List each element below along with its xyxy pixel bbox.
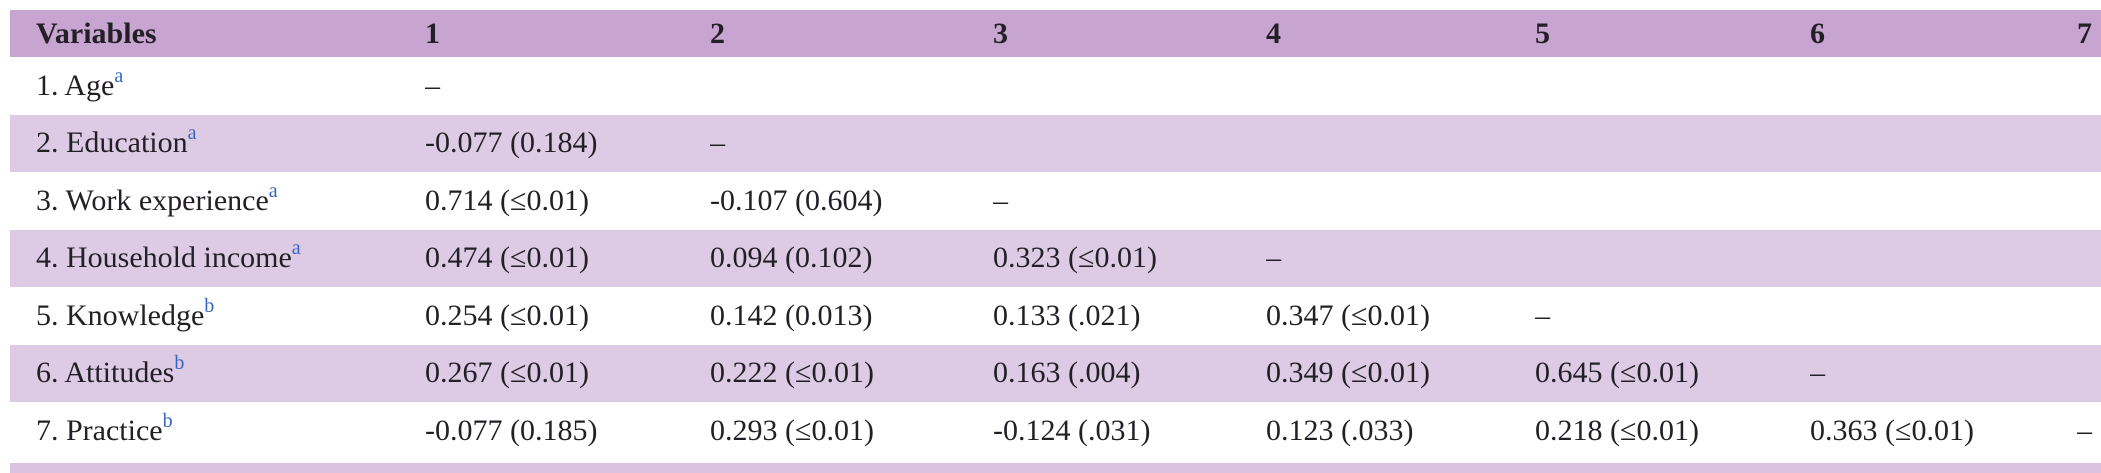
- header-cell-1: 1: [425, 10, 710, 57]
- row-label-knowledge: 5. Knowledgeb: [10, 287, 425, 345]
- correlation-cell: 0.714 (≤0.01): [425, 183, 589, 217]
- footnote-marker: b: [204, 294, 215, 317]
- correlation-cell: [993, 114, 1266, 172]
- correlation-cell: –: [1266, 229, 1535, 287]
- correlation-cell: –: [993, 183, 1008, 217]
- row-label-age: 1. Agea: [10, 57, 425, 115]
- correlation-cell: 0.349 (≤0.01): [1266, 344, 1535, 402]
- correlation-table: Variables 1 2 3 4 5 6 7 1. Agea – 2. Edu…: [10, 10, 2101, 460]
- correlation-cell: [2077, 57, 2101, 115]
- row-label-text: 4. Household income: [36, 241, 292, 275]
- header-cell-5: 5: [1535, 10, 1810, 57]
- correlation-cell: 0.293 (≤0.01): [710, 413, 874, 447]
- footnote-marker: a: [268, 179, 278, 202]
- correlation-cell: [993, 57, 1266, 115]
- correlation-cell: [1535, 57, 1810, 115]
- correlation-cell: [2077, 114, 2101, 172]
- header-row: Variables 1 2 3 4 5 6 7: [10, 10, 2101, 57]
- correlation-cell: 0.123 (.033): [1266, 413, 1414, 447]
- footnote-marker: b: [162, 409, 173, 432]
- table-row-household-income: 4. Household incomea 0.474 (≤0.01) 0.094…: [10, 229, 2101, 287]
- header-cell-3: 3: [993, 10, 1266, 57]
- row-label-practice: 7. Practiceb: [10, 402, 425, 460]
- correlation-cell: [1535, 229, 1810, 287]
- correlation-cell: [1810, 114, 2077, 172]
- correlation-cell: 0.474 (≤0.01): [425, 229, 710, 287]
- correlation-cell: [1535, 114, 1810, 172]
- correlation-cell: [1810, 287, 2077, 345]
- footnote-marker: a: [187, 122, 197, 145]
- correlation-cell: –: [710, 114, 993, 172]
- correlation-cell: -0.107 (0.604): [710, 183, 883, 217]
- correlation-cell: –: [1535, 298, 1550, 332]
- next-table-row-edge: [10, 463, 2101, 473]
- correlation-cell: 0.163 (.004): [993, 344, 1266, 402]
- row-label-attitudes: 6. Attitudesb: [10, 344, 425, 402]
- correlation-cell: 0.218 (≤0.01): [1535, 413, 1699, 447]
- table-row-attitudes: 6. Attitudesb 0.267 (≤0.01) 0.222 (≤0.01…: [10, 344, 2101, 402]
- correlation-cell: [2077, 344, 2101, 402]
- correlation-cell: -0.077 (0.185): [425, 413, 598, 447]
- correlation-cell: [710, 57, 993, 115]
- correlation-cell: –: [1810, 344, 2077, 402]
- footnote-marker: b: [174, 352, 185, 375]
- correlation-cell: 0.323 (≤0.01): [993, 229, 1266, 287]
- row-label-education: 2. Educationa: [10, 114, 425, 172]
- row-label-text: 1. Age: [36, 68, 115, 102]
- table-row-age: 1. Agea –: [10, 57, 2101, 115]
- header-cell-7: 7: [2077, 10, 2101, 57]
- correlation-cell: 0.363 (≤0.01): [1810, 413, 1974, 447]
- row-label-household-income: 4. Household incomea: [10, 229, 425, 287]
- correlation-cell: -0.077 (0.184): [425, 114, 710, 172]
- row-label-text: 7. Practice: [36, 413, 163, 447]
- correlation-cell: [2077, 229, 2101, 287]
- header-cell-4: 4: [1266, 10, 1535, 57]
- correlation-cell: [1535, 172, 1810, 230]
- correlation-cell: 0.222 (≤0.01): [710, 344, 993, 402]
- row-label-text: 6. Attitudes: [36, 356, 175, 390]
- correlation-cell: 0.254 (≤0.01): [425, 298, 589, 332]
- correlation-cell: [1810, 57, 2077, 115]
- correlation-cell: [2077, 287, 2101, 345]
- correlation-cell: [1266, 114, 1535, 172]
- row-label-work-experience: 3. Work experiencea: [10, 172, 425, 230]
- correlation-cell: 0.347 (≤0.01): [1266, 298, 1430, 332]
- correlation-cell: [1266, 57, 1535, 115]
- row-label-text: 2. Education: [36, 126, 188, 160]
- row-label-text: 3. Work experience: [36, 183, 269, 217]
- correlation-cell: -0.124 (.031): [993, 413, 1151, 447]
- correlation-cell: [1266, 172, 1535, 230]
- correlation-cell: 0.094 (0.102): [710, 229, 993, 287]
- correlation-cell: 0.645 (≤0.01): [1535, 344, 1810, 402]
- correlation-cell: [1810, 229, 2077, 287]
- row-label-text: 5. Knowledge: [36, 298, 205, 332]
- table-row-education: 2. Educationa -0.077 (0.184) –: [10, 114, 2101, 172]
- correlation-cell: –: [425, 68, 440, 102]
- footnote-marker: a: [114, 64, 124, 87]
- table-row-work-experience: 3. Work experiencea 0.714 (≤0.01) -0.107…: [10, 172, 2101, 230]
- header-cell-variables: Variables: [10, 10, 425, 57]
- header-cell-6: 6: [1810, 10, 2077, 57]
- header-cell-2: 2: [710, 10, 993, 57]
- table-row-practice: 7. Practiceb -0.077 (0.185) 0.293 (≤0.01…: [10, 402, 2101, 460]
- correlation-cell: [1810, 172, 2077, 230]
- correlation-cell: [2077, 172, 2101, 230]
- footnote-marker: a: [291, 237, 301, 260]
- table-row-knowledge: 5. Knowledgeb 0.254 (≤0.01) 0.142 (0.013…: [10, 287, 2101, 345]
- correlation-cell: 0.267 (≤0.01): [425, 344, 710, 402]
- correlation-cell: 0.133 (.021): [993, 298, 1141, 332]
- correlation-cell: 0.142 (0.013): [710, 298, 873, 332]
- correlation-cell: –: [2077, 413, 2092, 447]
